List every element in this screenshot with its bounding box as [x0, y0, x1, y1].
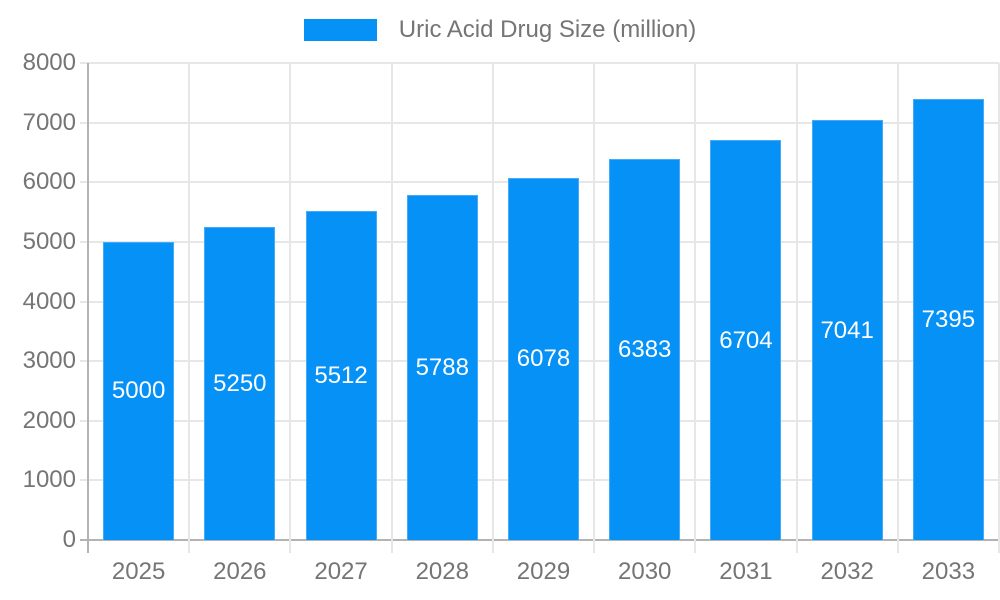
bar-value-label: 7395: [921, 306, 976, 334]
x-axis-label: 2032: [820, 558, 874, 585]
bar-value-label: 5788: [415, 353, 469, 381]
y-axis-label: 6000: [22, 168, 76, 196]
y-axis-tick: [80, 479, 88, 482]
x-axis-label: 2027: [314, 558, 368, 585]
x-axis-tick: [289, 540, 292, 553]
y-axis-line: [87, 63, 89, 540]
bar-value-label: 6078: [516, 345, 571, 373]
y-axis-label: 2000: [22, 406, 76, 434]
legend-label: Uric Acid Drug Size (million): [398, 16, 697, 43]
legend-swatch: [303, 19, 377, 41]
y-gridline: [88, 121, 999, 124]
bar-value-label: 5000: [111, 377, 166, 405]
bar-2031[interactable]: 6704: [710, 140, 782, 540]
x-axis-tick: [998, 540, 1000, 553]
x-axis-tick: [694, 540, 697, 553]
x-gridline: [998, 63, 1000, 540]
y-axis-tick: [80, 240, 88, 243]
bar-value-label: 6704: [719, 326, 773, 354]
x-axis-label: 2030: [618, 558, 672, 585]
bar-value-label: 5250: [213, 369, 267, 397]
x-gridline: [188, 63, 191, 540]
x-axis-label: 2026: [213, 558, 267, 585]
y-axis-label: 8000: [22, 49, 76, 76]
x-axis-line: [88, 539, 999, 541]
x-gridline: [289, 63, 292, 540]
x-gridline: [390, 63, 393, 540]
x-gridline: [491, 63, 494, 540]
x-axis-label: 2029: [516, 558, 571, 585]
x-axis-label: 2028: [415, 558, 469, 585]
bar-2028[interactable]: 5788: [406, 194, 478, 540]
legend[interactable]: Uric Acid Drug Size (million): [0, 16, 1000, 44]
x-gridline: [795, 63, 798, 540]
x-axis-tick: [491, 540, 494, 553]
x-axis-label: 2031: [719, 558, 773, 585]
x-axis-tick: [593, 540, 596, 553]
x-axis-tick: [795, 540, 798, 553]
x-gridline: [896, 63, 899, 540]
x-gridline: [694, 63, 697, 540]
y-axis-label: 7000: [22, 108, 76, 136]
y-axis-tick: [80, 300, 88, 303]
y-axis-label: 3000: [22, 347, 76, 375]
y-axis-label: 5000: [22, 227, 76, 255]
y-axis-tick: [80, 419, 88, 422]
bar-2025[interactable]: 5000: [103, 241, 175, 540]
bar-value-label: 7041: [820, 316, 874, 344]
bar-2026[interactable]: 5250: [204, 226, 276, 540]
y-axis-tick: [80, 539, 88, 541]
y-axis-label: 0: [62, 526, 76, 553]
y-axis-tick: [80, 181, 88, 184]
bar-value-label: 5512: [314, 362, 368, 390]
x-axis-label: 2033: [921, 558, 976, 585]
y-axis-label: 4000: [22, 287, 76, 315]
x-gridline: [593, 63, 596, 540]
x-axis-tick: [896, 540, 899, 553]
y-axis-tick: [80, 62, 88, 64]
y-gridline: [88, 62, 999, 64]
bar-2027[interactable]: 5512: [305, 211, 377, 540]
x-axis-label: 2025: [111, 558, 166, 585]
bar-2030[interactable]: 6383: [609, 159, 681, 540]
y-axis-label: 1000: [22, 466, 76, 494]
x-axis-tick: [87, 540, 89, 553]
bar-2033[interactable]: 7395: [912, 99, 984, 540]
bar-2029[interactable]: 6078: [508, 177, 579, 540]
x-axis-tick: [188, 540, 191, 553]
x-axis-tick: [390, 540, 393, 553]
y-axis-tick: [80, 360, 88, 363]
bar-2032[interactable]: 7041: [811, 120, 883, 540]
bar-value-label: 6383: [618, 336, 672, 364]
y-axis-tick: [80, 121, 88, 124]
